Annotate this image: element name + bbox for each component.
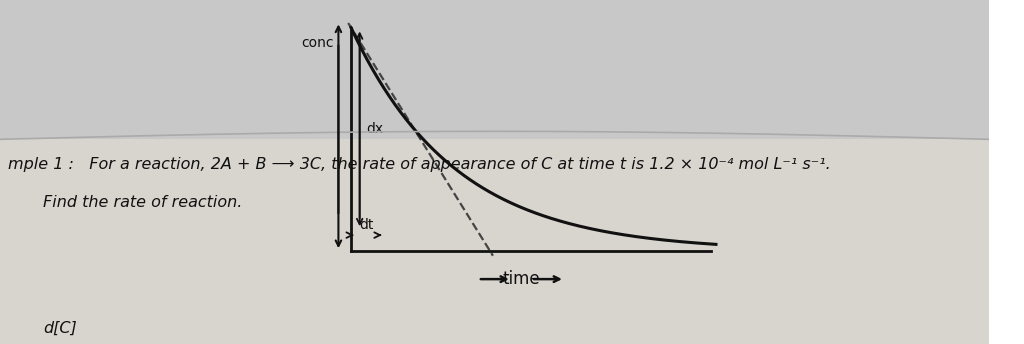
Text: conc: conc xyxy=(301,35,334,50)
Text: dt: dt xyxy=(359,218,374,232)
Text: mple 1 :   For a reaction, 2A + B ⟶ 3C, the rate of appearance of C at time t is: mple 1 : For a reaction, 2A + B ⟶ 3C, th… xyxy=(8,157,830,172)
Bar xyxy=(0,139,988,344)
Text: dx: dx xyxy=(367,122,384,136)
Text: time: time xyxy=(503,270,541,288)
Text: Find the rate of reaction.: Find the rate of reaction. xyxy=(43,195,243,210)
Bar xyxy=(0,0,988,139)
Text: d[C]: d[C] xyxy=(43,321,77,336)
